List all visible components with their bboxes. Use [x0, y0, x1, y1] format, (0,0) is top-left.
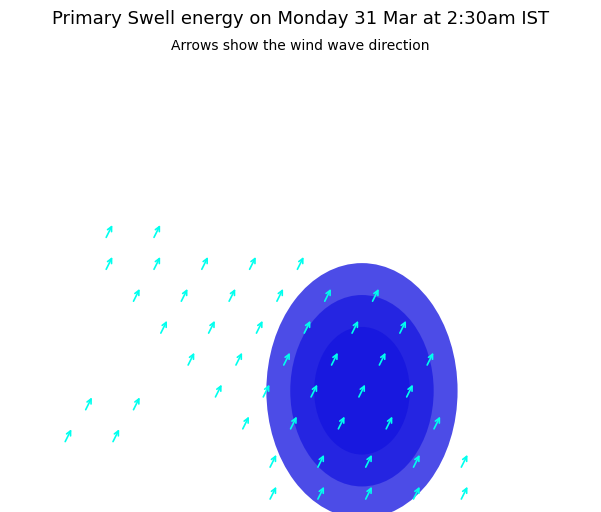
Text: Primary Swell energy on Monday 31 Mar at 2:30am IST: Primary Swell energy on Monday 31 Mar at… — [52, 10, 549, 28]
Ellipse shape — [314, 327, 410, 455]
Ellipse shape — [290, 295, 434, 486]
Text: Arrows show the wind wave direction: Arrows show the wind wave direction — [171, 39, 430, 53]
Ellipse shape — [266, 263, 457, 512]
